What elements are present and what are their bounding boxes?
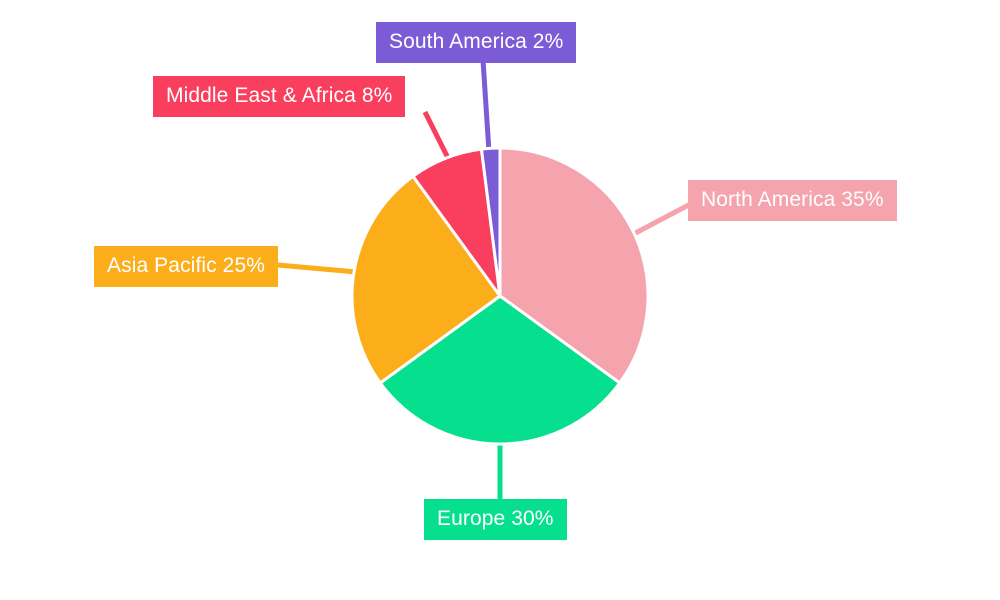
leader-lines xyxy=(277,59,702,500)
leader-line-north-america xyxy=(624,196,702,241)
leader-line-middle-east-africa xyxy=(422,110,454,166)
pie-label-south-america[interactable]: South America 2% xyxy=(376,22,577,63)
pie-slice-asia-pacific[interactable] xyxy=(350,174,502,385)
pie-label-europe[interactable]: Europe 30% xyxy=(424,499,567,540)
leader-line-south-america xyxy=(480,59,492,153)
pie-label-middle-east-africa[interactable]: Middle East & Africa 8% xyxy=(153,76,406,117)
pie-slice-europe[interactable] xyxy=(378,294,622,446)
pie-slice-south-america[interactable] xyxy=(479,146,502,298)
pie-slices xyxy=(350,146,650,446)
pie-label-asia-pacific[interactable]: Asia Pacific 25% xyxy=(94,246,279,287)
leader-line-asia-pacific xyxy=(277,262,357,275)
pie-slice-north-america[interactable] xyxy=(498,146,650,385)
pie-label-north-america[interactable]: North America 35% xyxy=(688,180,897,221)
